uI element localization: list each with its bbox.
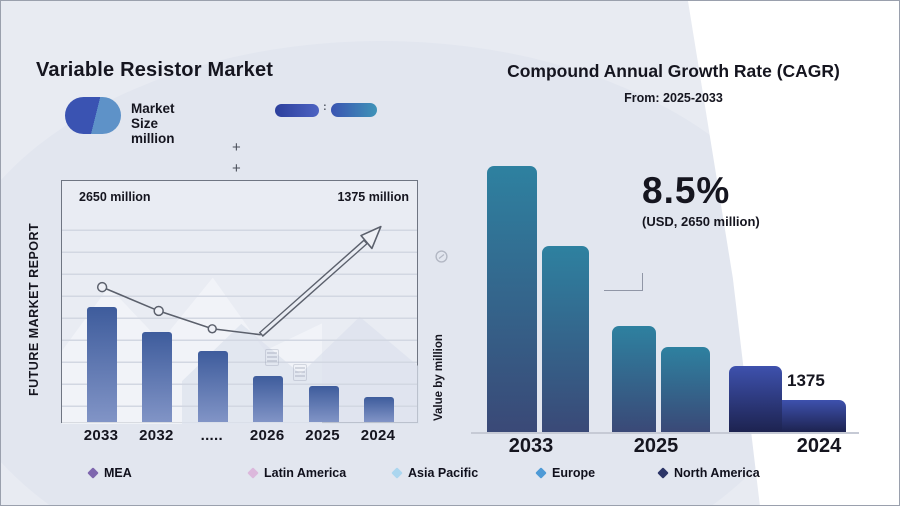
legend-diamond-icon xyxy=(247,467,259,479)
right-chart-y-label: Value by million xyxy=(433,334,445,421)
right-chart-annotation-1375: 1375 xyxy=(787,371,825,390)
right-bar-chart: 1375 xyxy=(471,151,861,434)
right-bar-2024-1 xyxy=(729,365,782,432)
legend-diamond-icon xyxy=(391,467,403,479)
left-x-label: 2025 xyxy=(305,427,340,444)
left-bar-2024 xyxy=(364,396,394,422)
plus-decoration-icon: + + xyxy=(232,139,241,177)
left-chart-annotation-2650: 2650 million xyxy=(79,190,151,204)
right-x-label: 2025 xyxy=(633,435,679,457)
legend-label: Europe xyxy=(552,466,596,480)
pill-blue-icon xyxy=(275,104,319,117)
cagr-title: Compound Annual Growth Rate (CAGR) xyxy=(507,61,840,81)
legend-item-north-america: North America xyxy=(657,466,760,480)
cagr-value: 8.5% xyxy=(642,170,731,211)
legend-item-mea: MEA xyxy=(87,466,132,480)
legend-diamond-icon xyxy=(87,467,99,479)
left-bar-chart: 2650 million 1375 million xyxy=(61,180,419,424)
page-title: Variable Resistor Market xyxy=(36,59,274,81)
left-chart-side-label: FUTURE MARKET REPORT xyxy=(27,222,41,396)
clock-icon xyxy=(435,250,448,268)
left-chart-annotation-1375: 1375 million xyxy=(337,190,409,204)
left-x-label: ..... xyxy=(200,427,223,444)
left-bar-2032 xyxy=(142,332,173,422)
right-bar-2033-1 xyxy=(487,166,537,432)
left-bar-2033 xyxy=(87,307,117,422)
left-chart-gridlines xyxy=(62,209,417,422)
trend-line-arrow-icon xyxy=(96,225,382,337)
cagr-value-note: (USD, 2650 million) xyxy=(642,214,760,229)
left-bar-2025 xyxy=(308,386,339,422)
legend-item-latin-america: Latin America xyxy=(247,466,347,480)
resistor-cylinder-icon xyxy=(65,97,121,134)
right-chart-x-axis: 2033 2025 2024 xyxy=(471,435,861,459)
left-x-label: 2033 xyxy=(83,427,119,444)
left-bar-..... xyxy=(197,350,228,422)
right-bar-2025-1 xyxy=(612,325,656,432)
legend-label: Asia Pacific xyxy=(408,466,479,480)
pill-teal-icon xyxy=(331,103,377,117)
region-legend: MEA Latin America Asia Pacific Europe North … xyxy=(1,466,899,486)
right-x-label: 2033 xyxy=(508,435,554,457)
legend-item-asia-pacific: Asia Pacific xyxy=(391,466,479,480)
left-x-label: 2026 xyxy=(249,427,285,444)
step-line-decoration xyxy=(604,273,643,291)
legend-label: Latin America xyxy=(264,466,347,480)
legend-label: North America xyxy=(674,466,760,480)
legend-label: MEA xyxy=(104,466,132,480)
cagr-subtitle: From: 2025-2033 xyxy=(624,91,723,105)
document-watermark-icon xyxy=(293,364,307,381)
right-x-label: 2024 xyxy=(796,435,842,457)
legend-diamond-icon xyxy=(535,467,547,479)
right-chart-axis-line xyxy=(471,432,859,434)
document-watermark-icon xyxy=(265,349,279,366)
left-chart-x-axis: 2033 2032..... 2026 2025 2024 xyxy=(61,427,418,447)
right-bar-2033-2 xyxy=(542,245,589,432)
pill-separator: : xyxy=(323,101,327,113)
left-bar-2026 xyxy=(253,376,284,422)
right-bar-2025-2 xyxy=(661,346,710,432)
legend-diamond-icon xyxy=(657,467,669,479)
legend-item-europe: Europe xyxy=(535,466,596,480)
right-bar-2024-2 xyxy=(782,400,846,432)
left-x-label: 2024 xyxy=(360,427,396,444)
market-size-legend-label: Market Size million xyxy=(131,101,175,146)
left-x-label: 2032 xyxy=(139,427,174,444)
